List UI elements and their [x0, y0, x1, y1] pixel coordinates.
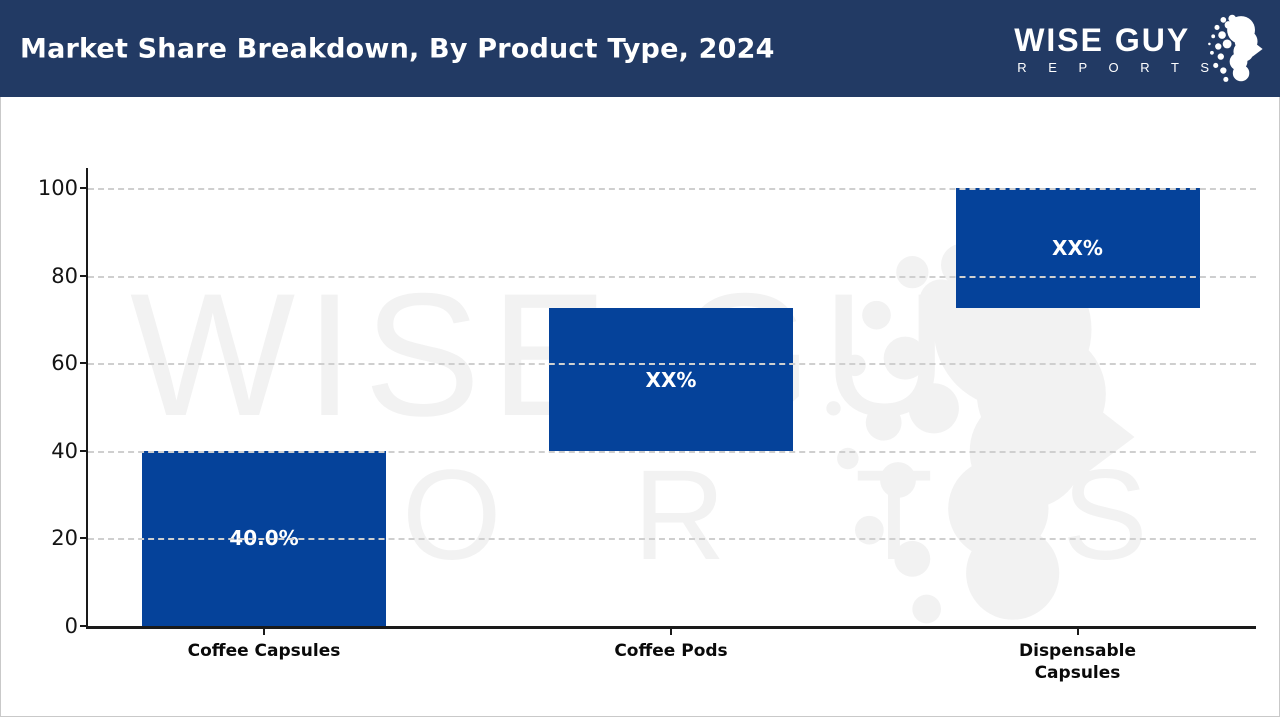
y-tick-label: 100 — [37, 176, 78, 200]
y-tick-label: 40 — [51, 438, 78, 463]
brand-subtitle: R E P O R T S — [1017, 59, 1218, 75]
y-tick-mark — [80, 362, 88, 365]
gridline — [88, 538, 1256, 541]
brand-name: WISE GUY — [1014, 21, 1191, 58]
y-tick-label: 60 — [51, 351, 78, 376]
y-tick-mark — [80, 537, 88, 540]
y-tick-mark — [80, 274, 88, 277]
x-axis-spine — [86, 626, 1256, 629]
bar-value-label: XX% — [1052, 236, 1103, 261]
bar-segment: XX% — [955, 188, 1200, 309]
x-category-label: Coffee Pods — [614, 641, 728, 661]
y-tick-mark — [80, 187, 88, 189]
gridline — [88, 188, 1256, 190]
y-tick-mark — [80, 625, 88, 627]
waterfall-chart: 40.0% XX% XX% 0 20 40 60 80 100 Coffee Capsules Co… — [0, 97, 1280, 717]
gridline — [88, 450, 1256, 453]
gridline — [88, 363, 1256, 366]
x-category-label: Dispensable Capsules — [1019, 641, 1136, 684]
x-tick-mark — [1076, 626, 1079, 635]
brand-logo-text: WISE GUY R E P O R T S — [1014, 24, 1218, 75]
page-title: Market Share Breakdown, By Product Type,… — [20, 33, 775, 64]
header-band: Market Share Breakdown, By Product Type,… — [0, 0, 1280, 97]
bar-segment: XX% — [549, 308, 793, 451]
x-tick-mark — [263, 626, 265, 635]
bar-value-label: XX% — [645, 367, 697, 392]
x-tick-mark — [670, 626, 672, 635]
dotted-head-icon — [1208, 14, 1263, 82]
y-tick-label: 0 — [64, 614, 78, 638]
y-tick-mark — [80, 449, 88, 452]
gridline — [88, 275, 1256, 278]
x-category-label: Coffee Capsules — [187, 641, 341, 661]
y-tick-label: 20 — [51, 526, 78, 551]
brand-logo: WISE GUY R E P O R T S — [1014, 8, 1268, 90]
y-tick-label: 80 — [51, 263, 78, 288]
y-axis-spine — [86, 168, 88, 628]
